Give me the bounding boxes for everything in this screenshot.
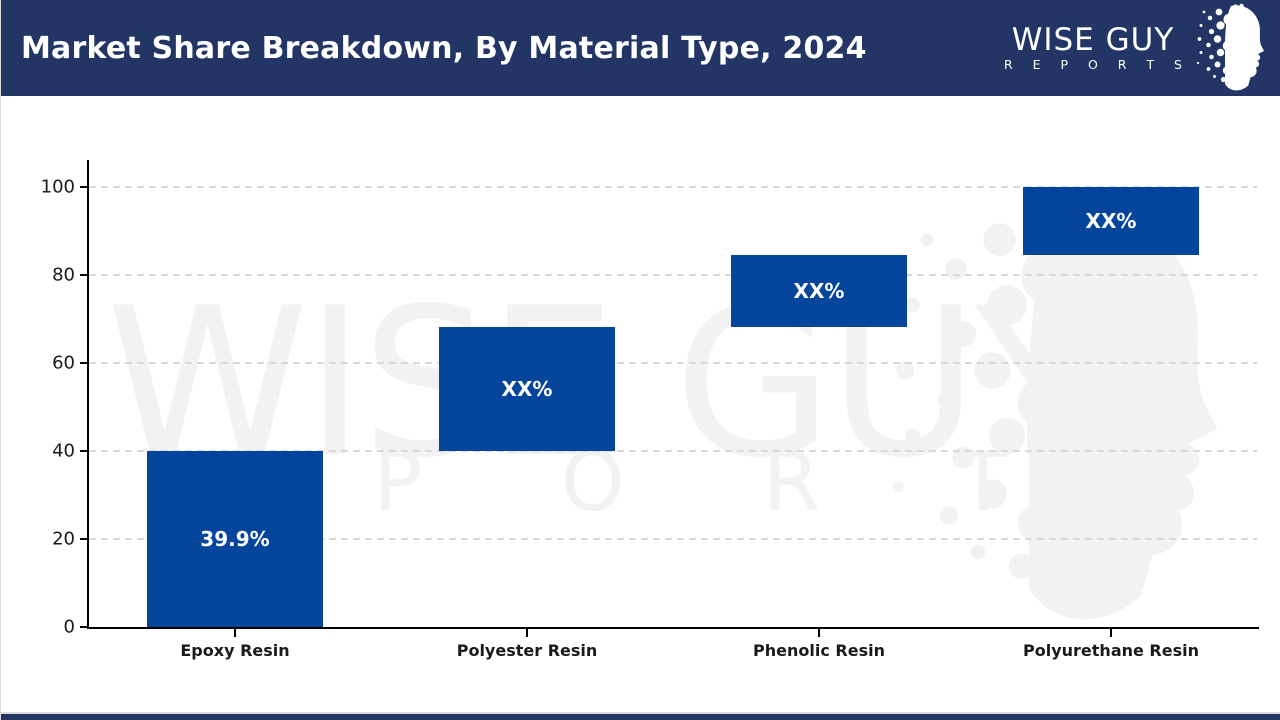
y-tick-mark (80, 186, 89, 188)
y-tick-label: 80 (52, 264, 75, 286)
x-category-label: Polyester Resin (456, 641, 598, 660)
gridline (89, 450, 1257, 452)
x-tick-mark (234, 629, 236, 637)
y-tick-label: 100 (40, 176, 75, 198)
y-axis-line (87, 160, 89, 629)
waterfall-chart: 0 20 40 60 80 100 39.9% Epoxy Resin XX% Polyester… (1, 96, 1280, 716)
bar-phenolic-resin: XX% (731, 254, 907, 327)
gridline (89, 538, 1257, 540)
x-tick-mark (818, 629, 820, 637)
logo-text: WISE GUY R E P O R T S (996, 21, 1190, 72)
x-category-label: Epoxy Resin (180, 641, 290, 660)
bar-polyurethane-resin: XX% (1023, 187, 1199, 255)
footer-band (1, 714, 1280, 720)
y-tick-mark (80, 362, 89, 364)
x-tick-mark (1110, 629, 1112, 637)
x-axis-line (87, 627, 1259, 629)
dotted-face-glyph (1196, 3, 1264, 91)
bottom-border-line (1, 712, 1280, 714)
gridline (89, 362, 1257, 364)
x-category-label: Polyurethane Resin (1023, 641, 1199, 660)
y-tick-label: 0 (63, 616, 75, 638)
header-band: Market Share Breakdown, By Material Type… (1, 0, 1280, 96)
y-tick-label: 60 (52, 352, 75, 374)
bar-value-label: XX% (501, 377, 553, 402)
gridline (89, 186, 1257, 188)
x-category-label: Phenolic Resin (753, 641, 885, 660)
logo-wordmark: WISE GUY (1011, 21, 1175, 58)
y-tick-mark (80, 274, 89, 276)
bar-value-label: XX% (1085, 208, 1137, 233)
gridline (89, 274, 1257, 276)
logo-subtitle: R E P O R T S (1003, 56, 1190, 72)
chart-title: Market Share Breakdown, By Material Type… (21, 30, 867, 66)
y-tick-label: 40 (52, 440, 75, 462)
bar-value-label: 39.9% (200, 527, 270, 552)
bar-epoxy-resin: 39.9% (147, 451, 323, 627)
wise-guy-reports-logo: WISE GUY R E P O R T S (996, 0, 1267, 96)
bar-value-label: XX% (793, 278, 845, 303)
y-tick-mark (80, 626, 89, 628)
y-tick-mark (80, 538, 89, 540)
y-tick-label: 20 (52, 528, 75, 550)
dotted-face-icon (1192, 3, 1267, 93)
bar-polyester-resin: XX% (439, 326, 615, 452)
y-tick-mark (80, 450, 89, 452)
x-tick-mark (526, 629, 528, 637)
